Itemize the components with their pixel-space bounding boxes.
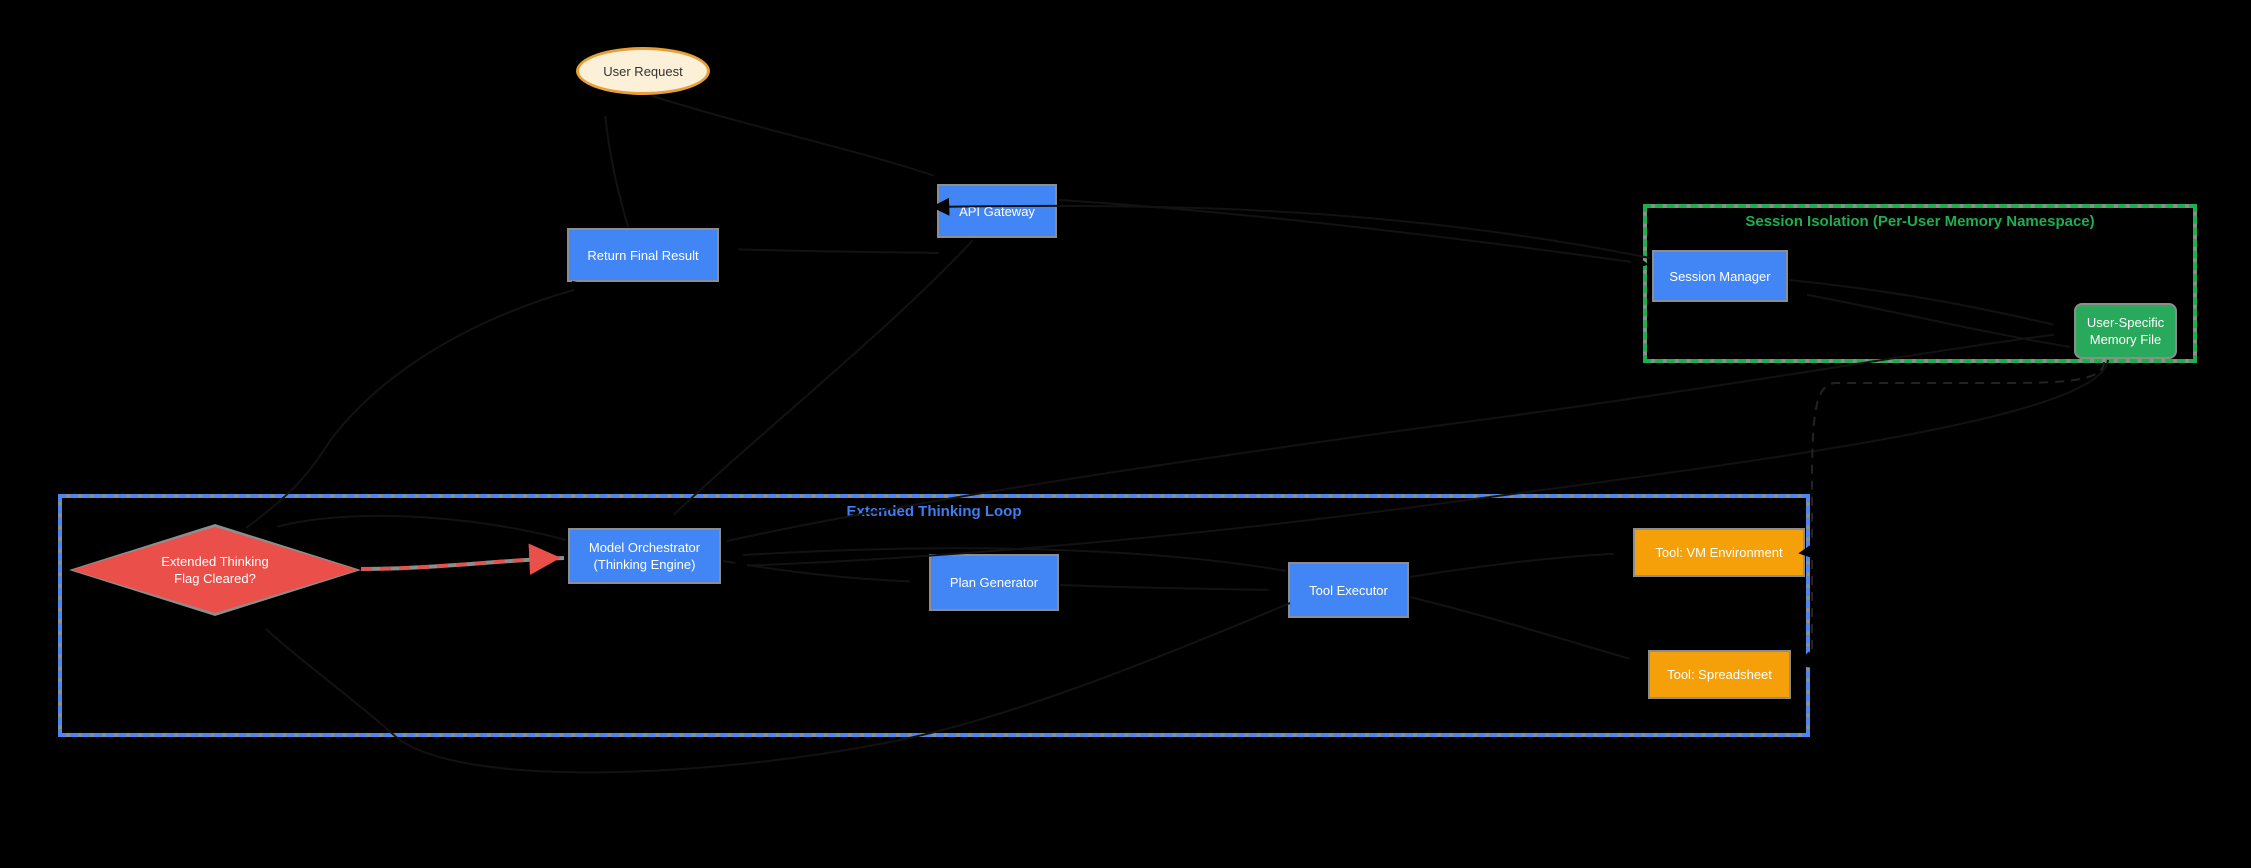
node-session-manager-label: Session Manager bbox=[1669, 268, 1771, 284]
node-model-orchestrator-label-line1: Model Orchestrator bbox=[588, 540, 701, 555]
node-plan-generator: Plan Generator bbox=[929, 554, 1059, 611]
edge-api-gateway-to-session-manager bbox=[1058, 199, 1649, 271]
node-flag-cleared-label-line2: Flag Cleared? bbox=[174, 571, 256, 586]
node-return-final-result: Return Final Result bbox=[567, 228, 719, 282]
edge-api-gateway-to-return-final-result bbox=[720, 240, 940, 259]
node-user-request: User Request bbox=[576, 47, 710, 95]
edge-memory-file-to-vm-environment bbox=[1798, 361, 2105, 560]
node-user-specific-memory-file: User-Specific Memory File bbox=[2074, 303, 2177, 359]
node-user-specific-memory-file-label-line2: Memory File bbox=[2089, 332, 2162, 347]
cluster-session-isolation-label: Session Isolation (Per-User Memory Names… bbox=[1745, 213, 2095, 230]
node-user-specific-memory-file-label-line1: User-Specific bbox=[2086, 315, 2165, 330]
node-tool-spreadsheet: Tool: Spreadsheet bbox=[1648, 650, 1791, 699]
node-tool-vm-environment: Tool: VM Environment bbox=[1633, 528, 1805, 577]
node-flag-cleared-label-line1: Extended Thinking bbox=[161, 554, 269, 569]
edge-user-request-to-api-gateway bbox=[651, 95, 951, 184]
node-session-manager: Session Manager bbox=[1652, 250, 1788, 302]
node-tool-vm-environment-label: Tool: VM Environment bbox=[1655, 545, 1783, 560]
node-api-gateway: API Gateway bbox=[937, 184, 1057, 238]
edge-api-gateway-to-model-orchestrator bbox=[661, 239, 974, 527]
node-extended-thinking-flag-cleared: Extended Thinking Flag Cleared? bbox=[69, 524, 361, 616]
node-tool-spreadsheet-label: Tool: Spreadsheet bbox=[1667, 667, 1772, 682]
node-tool-executor: Tool Executor bbox=[1288, 562, 1409, 618]
cluster-extended-thinking-loop-label: Extended Thinking Loop bbox=[846, 503, 1022, 520]
node-plan-generator-label: Plan Generator bbox=[949, 575, 1039, 590]
node-model-orchestrator-label-line2: (Thinking Engine) bbox=[593, 557, 696, 572]
node-user-request-label: User Request bbox=[603, 63, 683, 79]
edge-return-final-result-to-user-request bbox=[596, 98, 629, 228]
node-return-final-result-label: Return Final Result bbox=[587, 247, 699, 263]
edge-flag-diamond-to-return-final-result bbox=[245, 280, 592, 529]
node-tool-executor-label: Tool Executor bbox=[1309, 582, 1388, 598]
node-model-orchestrator: Model Orchestrator (Thinking Engine) bbox=[568, 528, 721, 584]
node-api-gateway-label: API Gateway bbox=[959, 203, 1035, 219]
